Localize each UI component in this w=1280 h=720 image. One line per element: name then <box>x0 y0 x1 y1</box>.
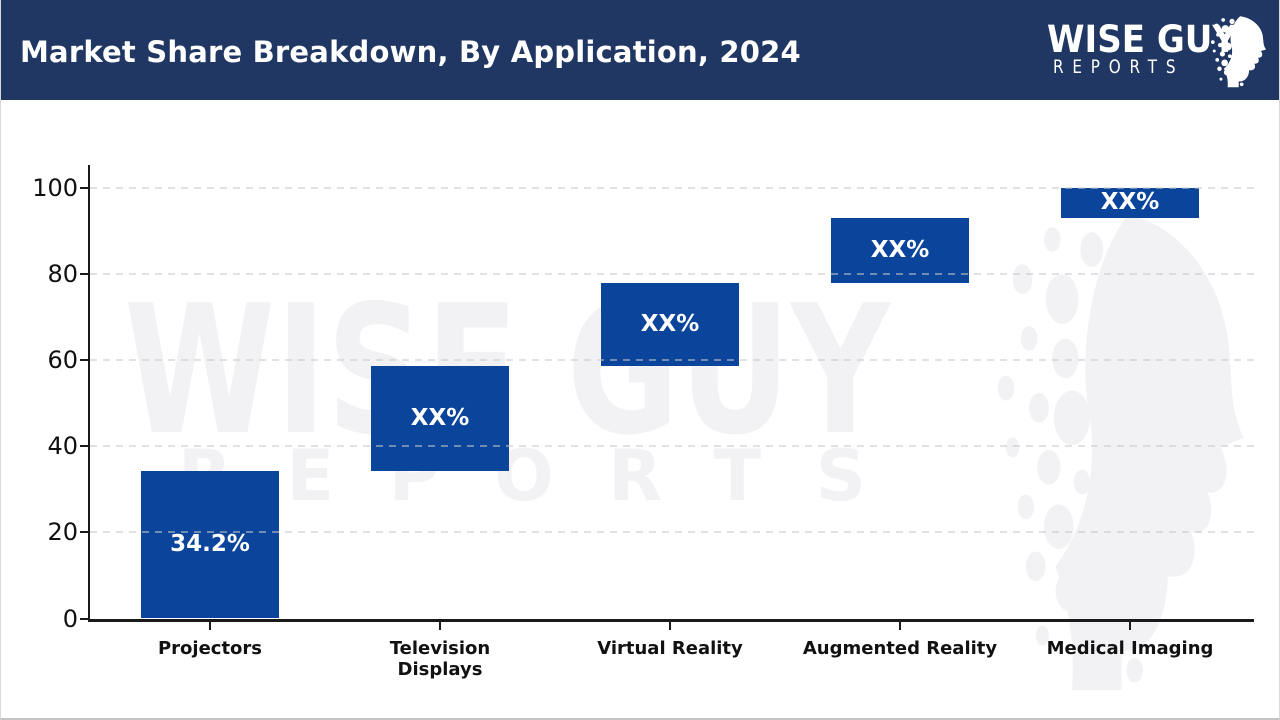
y-tick-mark <box>80 617 88 620</box>
y-tick-mark <box>80 531 88 534</box>
x-tick-mark <box>669 622 671 630</box>
x-tick-mark <box>209 622 211 630</box>
gridline <box>90 531 1254 534</box>
bar-segment <box>1061 188 1199 219</box>
x-tick-label: Augmented Reality <box>802 638 998 659</box>
bar-value-label: XX% <box>870 236 930 263</box>
gridline <box>90 273 1254 276</box>
logo-head-icon <box>1210 16 1267 88</box>
y-tick-mark <box>80 273 88 276</box>
bar-value-label: XX% <box>410 404 470 431</box>
y-tick-label: 40 <box>47 432 78 461</box>
y-tick-label: 100 <box>32 174 78 203</box>
page-title: Market Share Breakdown, By Application, … <box>20 35 801 69</box>
x-tick-mark <box>1129 622 1131 630</box>
logo-wordmark: WISE GUY <box>1047 18 1238 61</box>
bar-value-label: XX% <box>1100 189 1160 216</box>
x-tick-label: Virtual Reality <box>597 638 743 659</box>
gridline <box>90 359 1254 362</box>
bar-segment <box>831 218 969 283</box>
y-tick-mark <box>80 445 88 448</box>
gridline <box>90 445 1254 448</box>
x-tick-label: Medical Imaging <box>1046 638 1214 659</box>
y-axis-spine <box>88 165 90 621</box>
y-tick-mark <box>80 187 88 190</box>
bar-segment <box>371 366 509 472</box>
header: Market Share Breakdown, By Application, … <box>0 0 1280 100</box>
y-tick-label: 20 <box>47 518 78 547</box>
bar-segment <box>141 471 279 619</box>
x-tick-mark <box>439 622 441 630</box>
bar-segment <box>601 282 739 367</box>
x-axis-spine <box>88 619 1254 622</box>
gridline <box>90 187 1254 190</box>
bar-value-label: 34.2% <box>170 530 250 557</box>
y-tick-mark <box>80 359 88 362</box>
bar-value-label: XX% <box>640 310 700 337</box>
y-tick-label: 0 <box>62 604 78 633</box>
y-tick-label: 80 <box>47 260 78 289</box>
x-tick-label: Projectors <box>157 638 263 659</box>
y-tick-label: 60 <box>47 346 78 375</box>
x-tick-label: Television Displays <box>389 638 491 680</box>
logo-subtitle: REPORTS <box>1053 56 1185 78</box>
x-tick-mark <box>899 622 901 630</box>
watermark-reports-text: REPORTS <box>178 435 866 517</box>
